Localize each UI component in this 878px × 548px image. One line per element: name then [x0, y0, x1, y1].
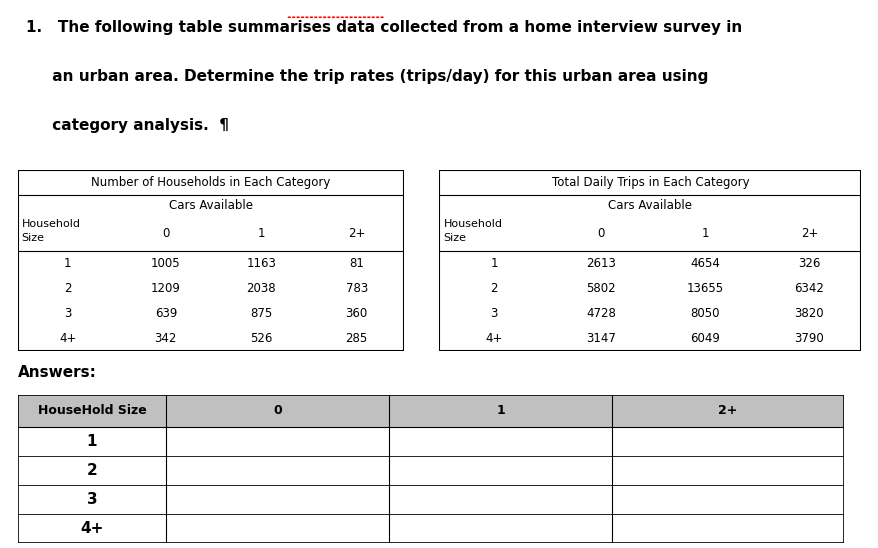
Text: 1: 1 [701, 227, 709, 239]
Text: 1: 1 [87, 434, 97, 449]
Text: 8050: 8050 [690, 307, 719, 320]
Text: 783: 783 [345, 282, 367, 295]
Text: 1: 1 [257, 227, 264, 239]
Text: 285: 285 [345, 332, 367, 345]
Text: HouseHold Size: HouseHold Size [38, 404, 146, 418]
Text: 13655: 13655 [686, 282, 723, 295]
Text: category analysis.  ¶: category analysis. ¶ [26, 118, 229, 133]
Text: 2: 2 [86, 463, 97, 478]
Text: 2+: 2+ [717, 404, 737, 418]
Text: 2038: 2038 [246, 282, 276, 295]
Text: 1209: 1209 [151, 282, 181, 295]
Text: 3790: 3790 [794, 332, 824, 345]
Text: Cars Available: Cars Available [608, 198, 692, 212]
Text: 0: 0 [162, 227, 169, 239]
Text: 342: 342 [155, 332, 176, 345]
Text: 3: 3 [490, 307, 498, 320]
Text: 3147: 3147 [586, 332, 615, 345]
Text: Size: Size [21, 233, 45, 243]
Text: Answers:: Answers: [18, 365, 97, 380]
Text: Cars Available: Cars Available [169, 198, 253, 212]
Text: 1: 1 [64, 257, 71, 270]
Text: 2613: 2613 [586, 257, 615, 270]
Text: 0: 0 [273, 404, 282, 418]
Text: 360: 360 [345, 307, 367, 320]
Text: Household: Household [21, 219, 81, 229]
Text: 5802: 5802 [586, 282, 615, 295]
Text: 1: 1 [496, 404, 505, 418]
Text: 2+: 2+ [800, 227, 817, 239]
Text: Size: Size [443, 233, 466, 243]
Text: 4+: 4+ [59, 332, 76, 345]
Text: 81: 81 [349, 257, 363, 270]
Text: 875: 875 [250, 307, 272, 320]
Text: 6049: 6049 [689, 332, 719, 345]
Text: 2+: 2+ [348, 227, 365, 239]
Text: 526: 526 [249, 332, 272, 345]
Text: 326: 326 [797, 257, 820, 270]
Text: 4654: 4654 [689, 257, 719, 270]
Text: Number of Households in Each Category: Number of Households in Each Category [91, 176, 330, 189]
Text: 6342: 6342 [794, 282, 824, 295]
Text: 639: 639 [155, 307, 176, 320]
Text: 3: 3 [64, 307, 71, 320]
Text: 4+: 4+ [486, 332, 502, 345]
Text: Household: Household [443, 219, 502, 229]
Text: 1163: 1163 [246, 257, 276, 270]
Text: 1005: 1005 [151, 257, 181, 270]
Text: 4+: 4+ [80, 521, 104, 535]
Text: 2: 2 [490, 282, 498, 295]
Text: 1: 1 [490, 257, 498, 270]
Text: 2: 2 [64, 282, 71, 295]
Bar [18, 395, 843, 427]
Text: 4728: 4728 [586, 307, 615, 320]
Text: 3820: 3820 [794, 307, 824, 320]
Text: 0: 0 [597, 227, 604, 239]
Text: an urban area. Determine the trip rates (trips/day) for this urban area using: an urban area. Determine the trip rates … [26, 69, 708, 84]
Text: 1.   The following table summarises data collected from a home interview survey : 1. The following table summarises data c… [26, 20, 742, 35]
Text: 3: 3 [87, 492, 97, 507]
Text: Total Daily Trips in Each Category: Total Daily Trips in Each Category [551, 176, 748, 189]
